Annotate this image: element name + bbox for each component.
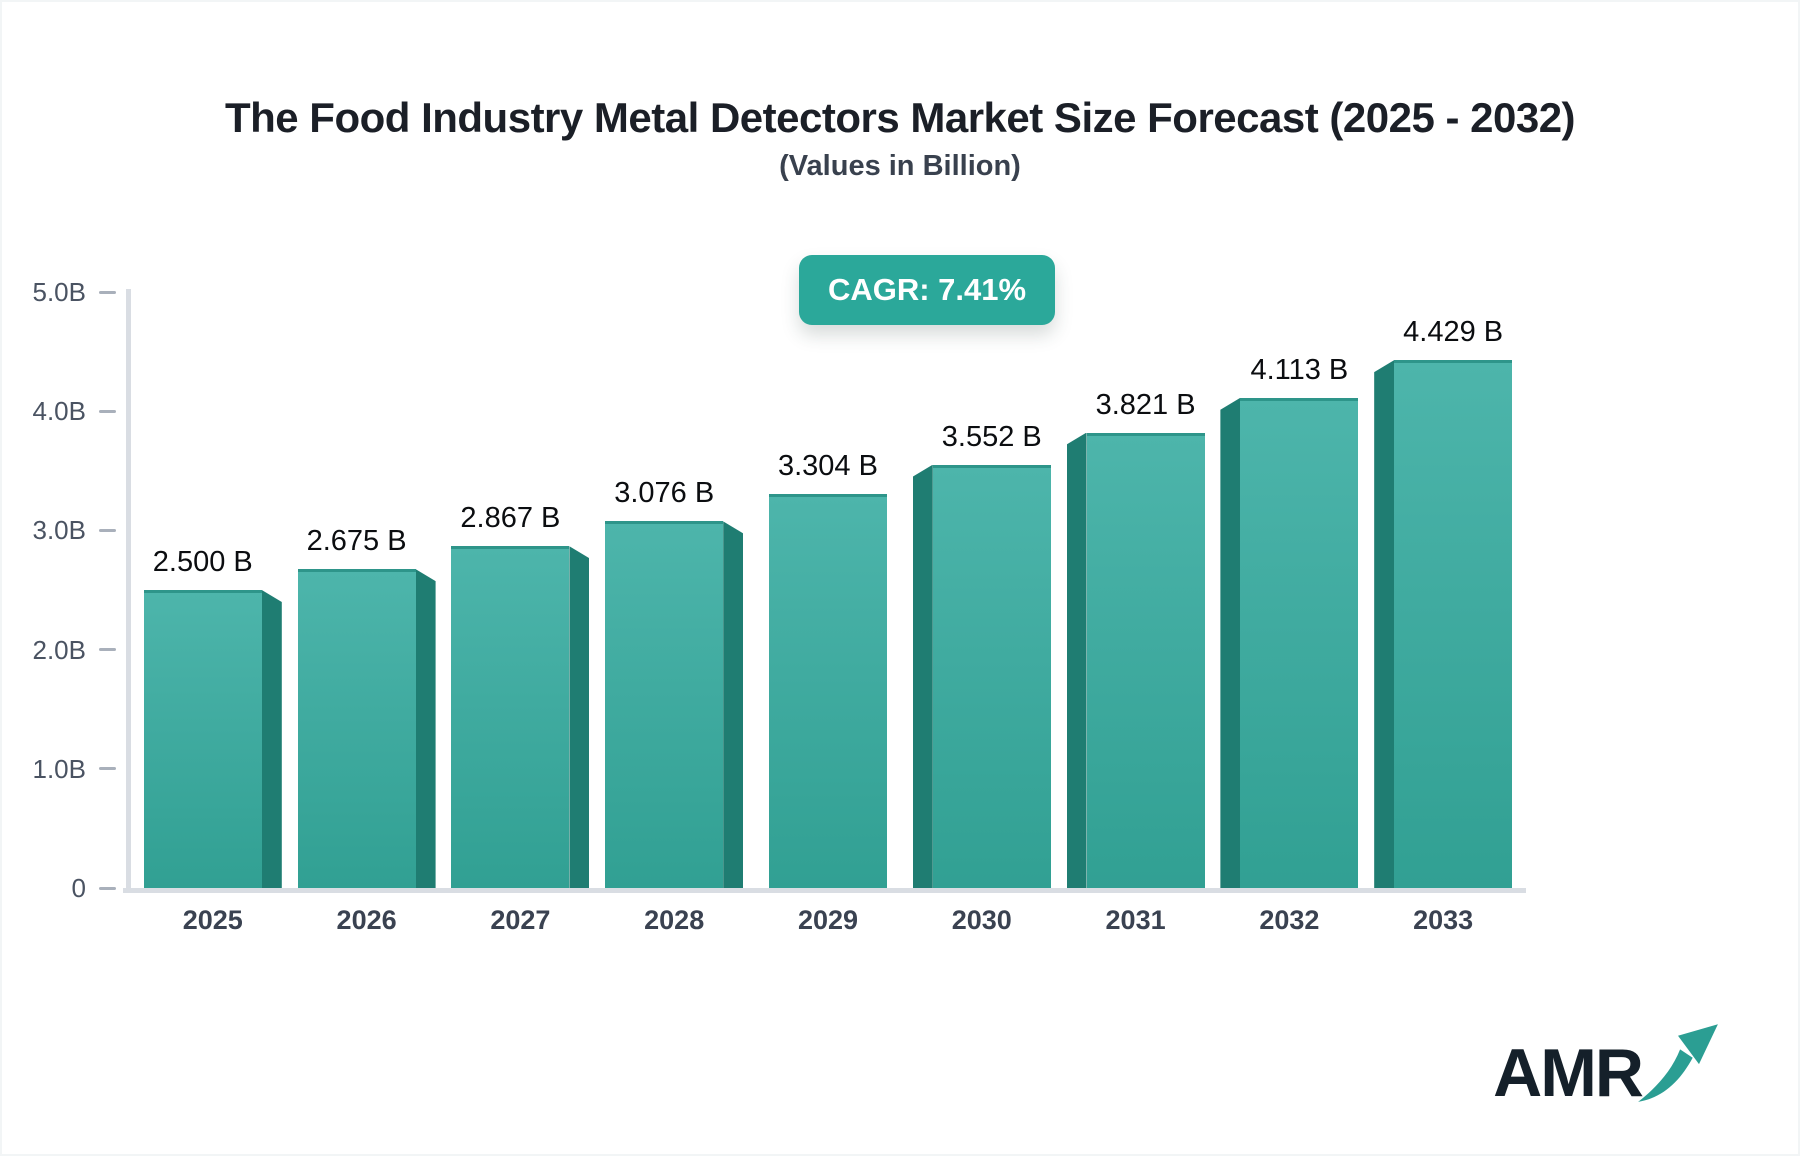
bar-face	[297, 569, 416, 888]
bar: 2.867 B	[451, 502, 590, 888]
x-axis-label: 2028	[644, 905, 705, 935]
bar-value-label: 3.552 B	[941, 420, 1042, 453]
bar-group: 3.821 B	[1066, 292, 1205, 888]
bar-group: 2.500 B	[143, 292, 282, 888]
y-axis-tick: 1.0B	[12, 754, 116, 784]
y-axis-tick-mark	[99, 648, 116, 652]
bar-group: 3.552 B	[912, 292, 1051, 888]
x-axis-label: 2032	[1259, 905, 1320, 935]
y-axis-tick-mark	[99, 767, 116, 771]
bar: 2.675 B	[297, 525, 436, 888]
y-axis-line	[126, 289, 131, 893]
y-axis-tick: 0	[12, 873, 116, 903]
bar-group: 4.113 B	[1220, 292, 1359, 888]
y-axis-tick: 2.0B	[12, 635, 116, 665]
y-axis-tick: 5.0B	[12, 277, 116, 307]
y-axis-tick: 3.0B	[12, 515, 116, 545]
plot-area: 2.500 B 2.675 B 2.867 B 3.076 B 3.304 B 3.552…	[128, 292, 1528, 888]
y-axis-tick: 4.0B	[12, 396, 116, 426]
x-axis-label: 2029	[797, 905, 859, 935]
bar-face	[143, 590, 262, 888]
bar-side-shade	[1374, 360, 1395, 888]
bar-face	[1086, 432, 1205, 888]
bar-face	[605, 521, 724, 888]
growth-arrow-icon	[1638, 1024, 1718, 1102]
chart-title: The Food Industry Metal Detectors Market…	[224, 94, 1576, 141]
bar-side-shade	[1066, 432, 1087, 888]
bar-face	[451, 546, 570, 888]
bar: 2.500 B	[143, 546, 282, 888]
bar-value-label: 2.867 B	[460, 502, 561, 535]
bar-face	[1394, 360, 1513, 888]
bar-group: 4.429 B	[1374, 292, 1513, 888]
y-axis-tick-label: 2.0B	[32, 634, 87, 665]
bar-face	[768, 494, 887, 888]
bar-group: 3.076 B	[605, 292, 744, 888]
bar: 3.076 B	[605, 477, 744, 888]
bar-value-label: 4.113 B	[1250, 353, 1349, 386]
bar-group: 3.304 B	[759, 292, 897, 888]
y-axis-tick-label: 4.0B	[32, 396, 87, 427]
y-axis-tick-label: 0	[71, 873, 86, 903]
bar-side-shade	[1220, 397, 1241, 888]
bar-value-label: 2.675 B	[306, 525, 407, 558]
bar-side-shade	[569, 546, 590, 888]
bar: 3.552 B	[912, 421, 1051, 888]
x-axis-label: 2026	[336, 905, 397, 935]
bar-value-label: 2.500 B	[152, 546, 253, 578]
bar-group: 2.867 B	[451, 292, 590, 888]
y-axis-tick-mark	[99, 409, 116, 413]
bar-face	[932, 464, 1051, 888]
bar-side-shade	[415, 569, 436, 888]
bar: 4.113 B	[1220, 354, 1359, 888]
y-axis-tick-label: 1.0B	[32, 753, 87, 784]
bar: 3.821 B	[1066, 389, 1205, 888]
bar-side-shade	[912, 464, 933, 888]
bar-value-label: 3.821 B	[1095, 388, 1196, 421]
bar-side-shade	[261, 590, 282, 888]
x-axis-label: 2027	[490, 905, 551, 935]
x-axis-baseline	[123, 888, 1526, 893]
y-axis: 0 1.0B 2.0B 3.0B 4.0B 5.0B	[12, 277, 116, 903]
y-axis-tick-mark	[99, 290, 116, 294]
cagr-badge: CAGR: 7.41%	[799, 255, 1055, 325]
bar-value-label: 4.429 B	[1403, 316, 1504, 349]
x-axis-labels: 2025 2026 2027 2028 2029 2030 2031 2032 2033	[128, 905, 1528, 936]
bar-value-label: 3.076 B	[614, 477, 715, 510]
bar-side-shade	[723, 521, 744, 888]
amr-logo: AMR	[1493, 1020, 1720, 1112]
x-axis-label: 2025	[182, 905, 243, 935]
bar: 3.304 B	[768, 450, 887, 888]
x-axis-label: 2033	[1413, 905, 1474, 935]
bar-group: 2.675 B	[297, 292, 436, 888]
chart-subtitle: (Values in Billion)	[779, 150, 1021, 182]
x-axis-label: 2030	[951, 905, 1012, 935]
bar: 4.429 B	[1374, 316, 1513, 888]
amr-logo-text: AMR	[1493, 1035, 1644, 1112]
y-axis-tick-label: 3.0B	[32, 515, 87, 546]
x-axis-label: 2031	[1105, 905, 1166, 935]
y-axis-tick-mark	[99, 886, 116, 890]
bar-face	[1240, 397, 1359, 888]
y-axis-tick-label: 5.0B	[32, 277, 87, 307]
y-axis-tick-mark	[99, 528, 116, 532]
bar-value-label: 3.304 B	[777, 450, 878, 483]
